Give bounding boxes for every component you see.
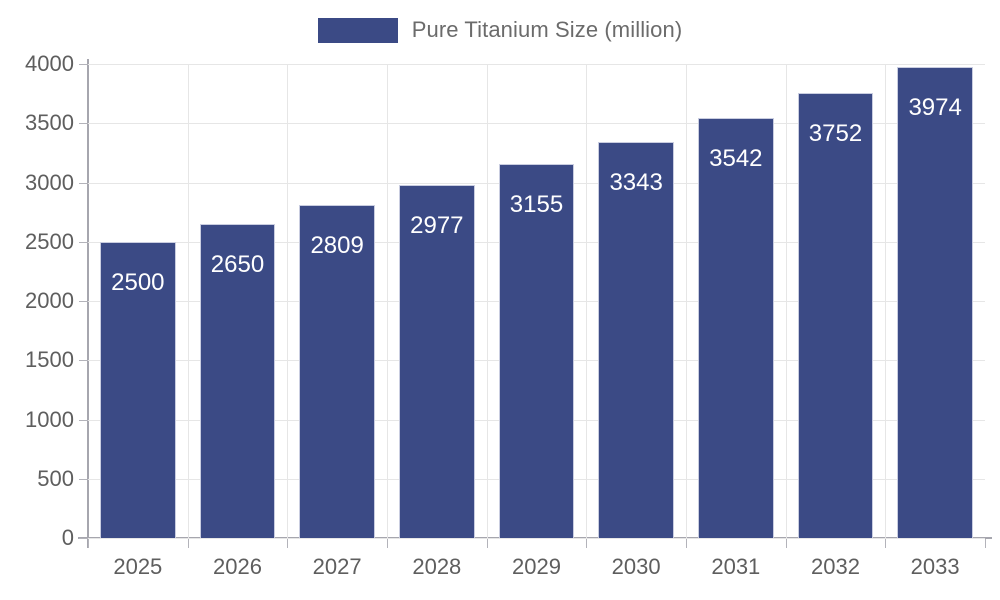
legend-label-pure-titanium-size: Pure Titanium Size (million) [411,17,683,42]
x-axis-tick-label-2030: 2030 [611,554,661,579]
y-axis-tick-label: 3000 [25,169,74,195]
y-axis-tick-label: 500 [37,465,74,491]
bar-value-label-2026: 2650 [210,250,265,278]
x-axis-tick-label-2028: 2028 [412,554,462,579]
y-axis-tick-mark [79,123,88,125]
y-axis-spine [87,59,89,548]
x-axis-tick-mark [686,539,687,548]
x-axis-tick-mark [586,539,587,548]
x-axis-tick-mark [885,539,886,548]
bar-value-label-2029: 3155 [509,191,564,219]
gridline-vertical [786,64,787,538]
y-axis-tick-mark [79,538,88,539]
x-axis-tick-label-2032: 2032 [811,554,860,579]
y-axis-tick-label: 4000 [25,51,74,76]
x-axis-tick-mark [786,539,787,548]
chart-legend: Pure Titanium Size (million) [0,8,1000,52]
bar-value-label-2030: 3343 [609,168,663,196]
x-axis-tick-label-2025: 2025 [113,554,163,579]
bar-value-label-2031: 3542 [709,145,763,173]
y-axis-tick-mark [79,419,88,421]
y-axis-tick-label: 1500 [25,347,74,373]
x-axis-tick-mark [88,539,89,548]
y-axis-tick-mark [79,301,88,302]
bar-value-label-2032: 3752 [808,120,863,148]
bar-2027[interactable] [299,205,376,538]
bar-2032[interactable] [797,93,874,538]
bar-2026[interactable] [199,223,276,538]
y-axis-tick-label: 1000 [25,406,74,432]
y-axis-tick-label: 2500 [25,228,74,254]
bar-value-label-2025: 2500 [111,268,165,296]
x-axis-tick-label-2026: 2026 [213,554,262,579]
x-axis-tick-mark [287,539,288,548]
y-axis-tick-mark [79,360,88,362]
plot-area: 2500 2650 2809 2977 3155 3343 3542 3752 3974 [88,64,985,539]
bar-value-label-2028: 2977 [410,212,464,240]
y-axis-tick-mark [79,64,88,65]
x-axis-tick-mark [188,539,189,548]
gridline-vertical [686,64,687,538]
x-axis-tick-label-2029: 2029 [512,554,561,579]
gridline-horizontal [88,538,985,539]
bar-2030[interactable] [598,141,675,538]
gridline-vertical [188,64,189,538]
bar-2028[interactable] [398,185,475,538]
y-axis-tick-label: 2000 [25,288,74,313]
y-axis-tick-label: 0 [61,525,74,550]
legend-swatch-pure-titanium-size [317,17,398,43]
bar-2029[interactable] [498,164,575,538]
gridline-vertical [387,64,388,538]
gridline-horizontal [88,123,985,125]
gridline-vertical [287,64,288,538]
y-axis-tick-label: 3500 [25,110,74,136]
x-axis-tick-label-2027: 2027 [312,554,362,579]
gridline-horizontal [88,64,985,65]
gridline-vertical [487,64,488,538]
bar-2031[interactable] [697,118,774,538]
x-axis-tick-label-2031: 2031 [711,554,761,579]
bar-2033[interactable] [897,67,974,538]
y-axis-tick-mark [79,182,88,184]
bar-2025[interactable] [99,241,176,538]
gridline-vertical [586,64,587,538]
x-axis-tick-mark [487,539,488,548]
y-axis-tick-mark [79,478,88,480]
x-axis-tick-label-2033: 2033 [910,554,960,579]
bar-value-label-2027: 2809 [310,232,364,260]
x-axis-tick-mark [387,539,388,548]
bar-value-label-2033: 3974 [908,94,962,122]
y-axis-tick-mark [79,241,88,243]
gridline-vertical [885,64,886,538]
x-axis-tick-mark [985,539,986,548]
